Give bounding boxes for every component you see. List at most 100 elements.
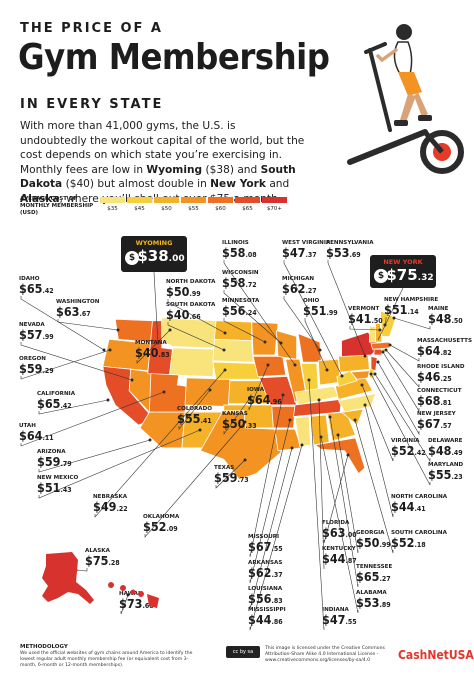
state-label-nebraska: NEBRASKA $49.22 [93, 494, 128, 516]
new-york-callout-name: NEW YORK [383, 258, 423, 266]
state-name: KENTUCKY [322, 546, 356, 552]
elliptical-trainer-illustration [347, 24, 464, 174]
state-value: $40.83 [135, 345, 170, 360]
leader-line-wisconsin [223, 290, 282, 344]
leader-dot [360, 383, 364, 387]
state-label-rhode-island: RHODE ISLAND $46.25 [417, 364, 464, 386]
state-name: OKLAHOMA [143, 514, 180, 520]
state-name: SOUTH CAROLINA [391, 530, 447, 536]
state-label-iowa: IOWA $64.96 [247, 387, 282, 409]
state-iowa [252, 356, 287, 377]
state-value: $52.18 [391, 535, 426, 550]
legend-label: $35 [107, 206, 118, 212]
state-name: OREGON [19, 356, 46, 362]
leader-line-connecticut [382, 351, 420, 413]
methodology-text: We used the official websites of gym cha… [20, 651, 193, 668]
legend-label: $65 [242, 206, 253, 212]
leader-line-new-mexico [38, 429, 201, 499]
leader-line-louisiana [249, 447, 293, 610]
state-name: MICHIGAN [282, 276, 315, 282]
state-mississippi [294, 416, 311, 447]
state-name: DELAWARE [428, 438, 463, 444]
leader-dot [266, 363, 270, 367]
state-new-jersey [370, 355, 378, 372]
leader-line-missouri [249, 394, 284, 558]
leader-line-arizona [38, 439, 151, 473]
state-label-missouri: MISSOURI $67.55 [248, 534, 283, 556]
leader-line-georgia [337, 434, 359, 554]
legend-label: $55 [188, 206, 199, 212]
state-label-wisconsin: WISCONSIN $58.72 [222, 270, 259, 292]
state-name: HAWAII [119, 591, 143, 597]
state-value: $55.41 [177, 411, 212, 426]
leader-line-minnesota [223, 318, 266, 343]
leader-dot [279, 341, 283, 345]
state-value: $75.28 [85, 553, 120, 568]
leader-dot [223, 368, 227, 372]
state-name: NEBRASKA [93, 494, 128, 500]
state-value: $73.68 [119, 596, 154, 611]
state-label-ohio: OHIO $51.99 [303, 298, 338, 320]
state-maine [379, 310, 397, 337]
state-name: IDAHO [19, 276, 40, 282]
legend-swatch [262, 197, 287, 203]
state-value: $46.25 [417, 369, 452, 384]
color-legend: $35 $45 $50 $55 $60 $65 $70+ [100, 197, 300, 217]
leader-line-wyoming [153, 271, 159, 346]
state-value: $48.49 [428, 443, 463, 458]
state-name: MISSISSIPPI [248, 607, 286, 613]
state-label-colorado: COLORADO $55.41 [177, 406, 212, 428]
state-name: FLORIDA [322, 520, 350, 526]
state-label-oregon: OREGON $59.29 [19, 356, 54, 378]
legend-label: $60 [215, 206, 226, 212]
state-name: WASHINGTON [56, 299, 100, 305]
state-value: $48.50 [428, 311, 463, 326]
state-value: $41.50 [348, 311, 383, 326]
state-name: OHIO [303, 298, 320, 304]
leader-dot [307, 378, 311, 382]
state-label-west-virginia: WEST VIRGINIA $47.37 [282, 240, 330, 262]
state-label-florida: FLORIDA $63.00 [322, 520, 357, 542]
leader-line-rhode-island [385, 349, 420, 388]
leader-line-nebraska [94, 369, 226, 518]
state-name: VIRGINIA [391, 438, 420, 444]
state-value: $63.67 [56, 304, 91, 319]
state-label-hawaii: HAWAII $73.68 [119, 591, 154, 613]
state-name: ARIZONA [37, 449, 66, 455]
state-value: $59.73 [214, 470, 249, 485]
state-name: TEXAS [214, 465, 235, 471]
state-value: $64.82 [417, 343, 452, 358]
legend-swatch [235, 197, 260, 203]
leader-dot [346, 453, 350, 457]
leader-line-new-york [377, 287, 404, 341]
state-label-delaware: DELAWARE $48.49 [428, 438, 463, 460]
state-label-new-hampshire: NEW HAMPSHIRE $51.14 [384, 297, 438, 319]
leader-line-ohio [304, 318, 328, 371]
state-label-minnesota: MINNESOTA $56.24 [222, 298, 259, 320]
leader-dot [130, 378, 134, 382]
state-name: COLORADO [177, 406, 213, 412]
state-label-texas: TEXAS $59.73 [214, 465, 249, 487]
dollar-icon: $ [125, 251, 139, 265]
title-kicker-bottom: IN EVERY STATE [20, 97, 164, 112]
state-value: $64.96 [247, 392, 282, 407]
leader-dot [392, 316, 396, 320]
leader-line-utah [20, 391, 165, 447]
legend-swatch [181, 197, 206, 203]
state-name: CONNECTICUT [417, 388, 462, 394]
state-south-dakota [212, 338, 254, 363]
state-massachusetts [370, 341, 390, 350]
leader-dot [363, 354, 367, 358]
state-name: NORTH DAKOTA [166, 279, 216, 285]
state-connecticut [373, 348, 383, 356]
state-label-illinois: ILLINOIS $58.08 [222, 240, 257, 262]
state-label-california: CALIFORNIA $65.42 [37, 391, 75, 413]
state-name: PENNSYLVANIA [326, 240, 374, 246]
leader-dot [381, 350, 385, 354]
leader-line-iowa [248, 364, 269, 411]
page-title: Gym Membership [18, 37, 330, 78]
state-value: $62.37 [248, 565, 283, 580]
title-kicker-top: THE PRICE OF A [20, 21, 163, 36]
leader-dot [290, 446, 294, 450]
